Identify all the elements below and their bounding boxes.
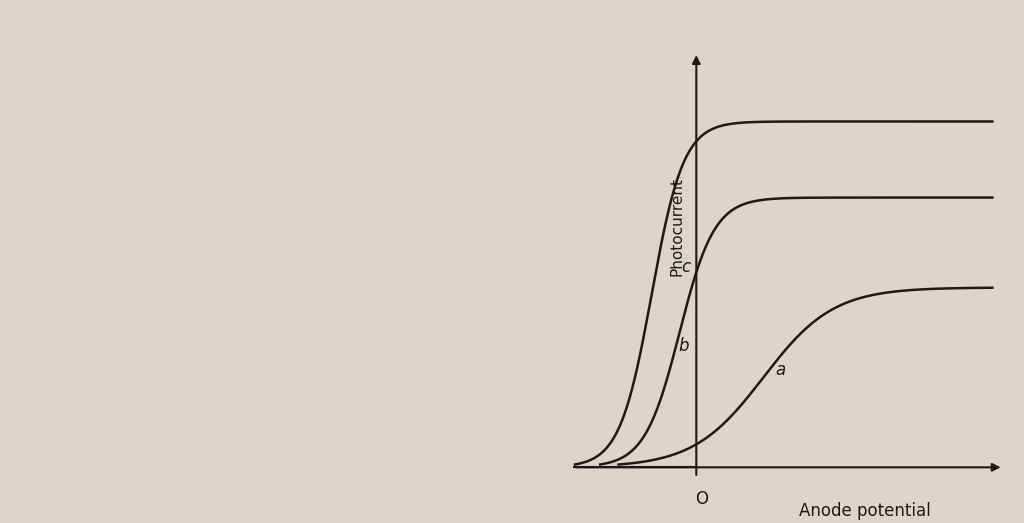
Text: Anode potential: Anode potential bbox=[800, 502, 931, 520]
Text: c: c bbox=[682, 258, 691, 276]
Text: O: O bbox=[695, 490, 709, 508]
Text: Photocurrent: Photocurrent bbox=[670, 177, 684, 276]
Text: b: b bbox=[679, 337, 689, 355]
Text: a: a bbox=[775, 361, 785, 380]
